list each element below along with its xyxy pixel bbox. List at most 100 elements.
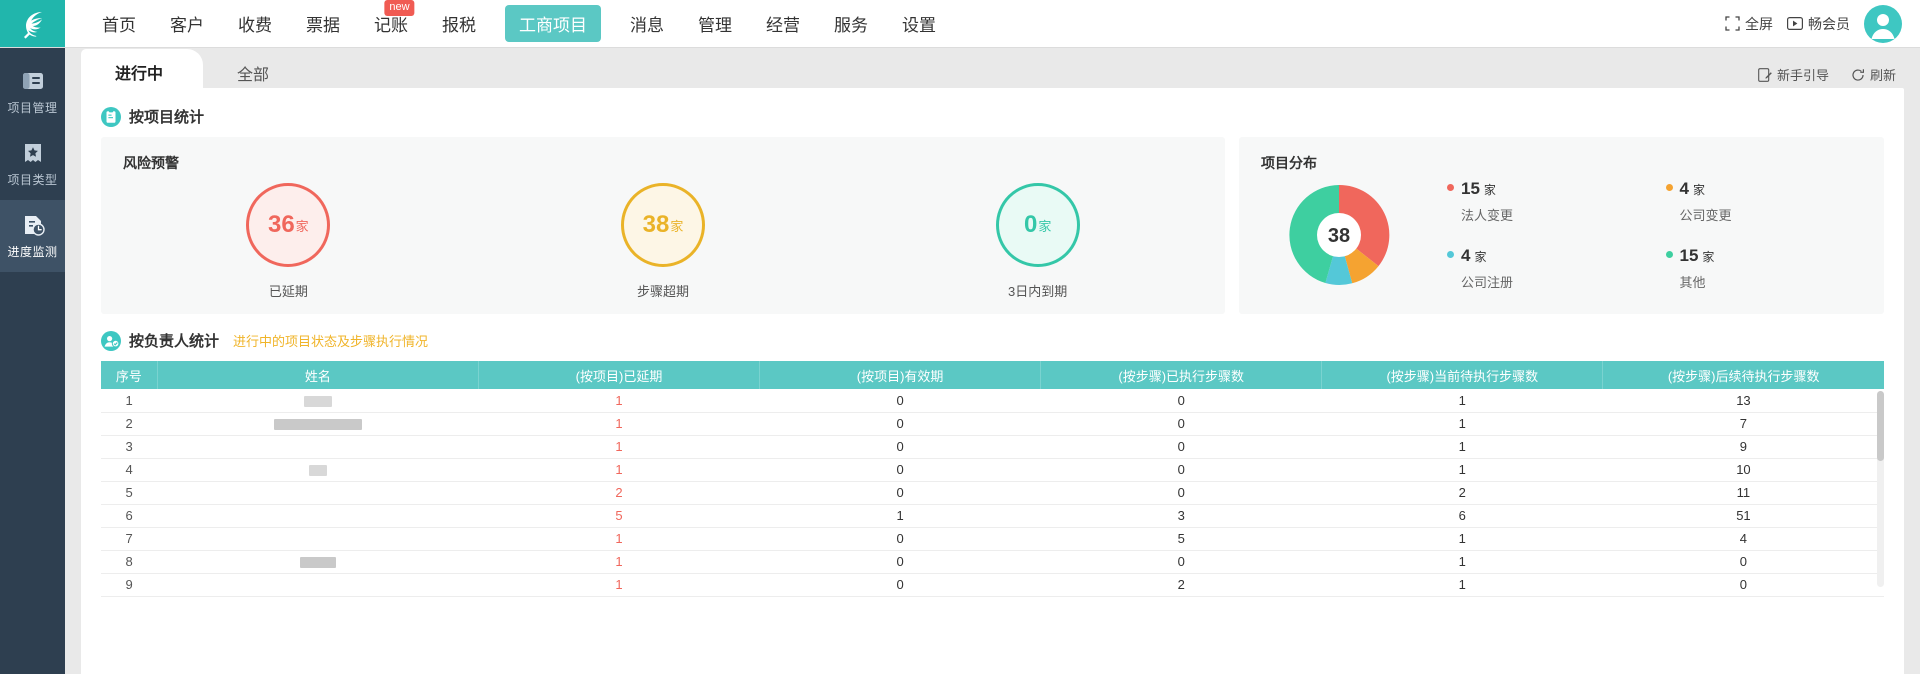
cell-executed: 5: [1040, 527, 1322, 551]
main-panel: 按项目统计 风险预警 36 家 已延期: [81, 88, 1904, 674]
risk-value: 36: [267, 211, 295, 238]
refresh-button[interactable]: 刷新: [1851, 65, 1896, 84]
col-project-delayed: (按项目)已延期: [478, 361, 761, 389]
nav-item-service[interactable]: 服务: [817, 0, 885, 47]
member-label: 畅会员: [1808, 15, 1850, 32]
cell-executed: 0: [1040, 481, 1322, 505]
nav-item-bookkeeping[interactable]: new 记账: [357, 0, 425, 47]
content-area: 进行中 全部 新手引导: [65, 48, 1920, 674]
risk-value: 38: [642, 211, 670, 238]
cell-index: 7: [101, 527, 158, 551]
tab-in-progress[interactable]: 进行中: [81, 49, 204, 94]
nav-item-business-project[interactable]: 工商项目: [493, 0, 613, 47]
nav-label: 经营: [766, 16, 800, 35]
sidebar-item-project-management[interactable]: 项目管理: [0, 56, 65, 128]
cell-delayed: 1: [478, 527, 760, 551]
sidebar-item-project-type[interactable]: 项目类型: [0, 128, 65, 200]
col-name: 姓名: [157, 361, 479, 389]
cell-name: [157, 412, 479, 436]
legend-item-other[interactable]: 15 家 其他: [1665, 246, 1875, 291]
cell-name: [157, 481, 479, 505]
risk-item-delayed[interactable]: 36 家 已延期: [188, 183, 388, 300]
main-nav: 首页 客户 收费 票据 new 记账 报税 工商项目 消息 管理 经营 服务 设…: [65, 0, 953, 47]
legend-item-legal-rep-change[interactable]: 15 家 法人变更: [1447, 179, 1656, 224]
nav-label: 管理: [698, 16, 732, 35]
nav-label: 服务: [834, 16, 868, 35]
risk-label: 步骤超期: [636, 284, 689, 299]
table-row[interactable]: 8 1 0 0 1 0: [101, 550, 1884, 574]
project-distribution-card: 项目分布: [1239, 137, 1884, 314]
cell-valid: 0: [759, 389, 1041, 413]
donut-center-value: 38: [1328, 225, 1350, 247]
nav-item-invoices[interactable]: 票据: [289, 0, 357, 47]
cell-executed: 0: [1040, 458, 1322, 482]
clock-doc-icon: [24, 216, 45, 236]
table-scrollbar[interactable]: [1877, 391, 1884, 587]
cell-later-pending: 10: [1602, 458, 1884, 482]
cell-delayed: 1: [478, 435, 760, 459]
risk-item-step-overdue[interactable]: 38 家 步骤超期: [563, 183, 763, 300]
member-button[interactable]: 畅会员: [1787, 14, 1850, 34]
redacted-name: [303, 395, 332, 407]
legend-dot-icon: [1447, 251, 1454, 258]
cell-current-pending: 1: [1321, 550, 1603, 574]
cell-name: [157, 504, 479, 528]
nav-item-settings[interactable]: 设置: [885, 0, 953, 47]
table-row[interactable]: 4 1 0 0 1 10: [101, 458, 1884, 482]
risk-ring: 0 家: [995, 183, 1080, 267]
fullscreen-icon: [1725, 16, 1740, 31]
table-row[interactable]: 5 2 0 0 2 11: [101, 481, 1884, 505]
fullscreen-label: 全屏: [1745, 15, 1773, 32]
app-logo[interactable]: [0, 0, 65, 47]
cell-valid: 0: [759, 527, 1041, 551]
cell-later-pending: 9: [1602, 435, 1884, 459]
fullscreen-button[interactable]: 全屏: [1725, 14, 1773, 34]
sidebar-item-progress-monitor[interactable]: 进度监测: [0, 200, 65, 272]
sidebar-item-label: 进度监测: [7, 245, 58, 259]
risk-label: 已延期: [268, 284, 308, 299]
redacted-name: [308, 465, 327, 477]
cell-delayed: 5: [478, 504, 760, 528]
cell-later-pending: 4: [1602, 527, 1884, 551]
nav-item-home[interactable]: 首页: [85, 0, 153, 47]
nav-item-customer[interactable]: 客户: [153, 0, 221, 47]
scrollbar-thumb[interactable]: [1877, 391, 1884, 461]
table-row[interactable]: 6 5 1 3 6 51: [101, 504, 1884, 528]
donut-chart[interactable]: 38: [1249, 179, 1429, 291]
nav-item-tax[interactable]: 报税: [425, 0, 493, 47]
avatar[interactable]: [1864, 4, 1902, 43]
sidebar-item-label: 项目类型: [7, 173, 58, 187]
table-row[interactable]: 7 1 0 5 1 4: [101, 527, 1884, 551]
tab-label: 进行中: [115, 66, 164, 83]
table-row[interactable]: 9 1 0 2 1 0: [101, 573, 1884, 597]
top-navigation-bar: 首页 客户 收费 票据 new 记账 报税 工商项目 消息 管理 经营 服务 设…: [0, 0, 1920, 48]
table-row[interactable]: 3 1 0 0 1 9: [101, 435, 1884, 459]
cell-name: [157, 435, 479, 459]
user-avatar-icon: [1864, 4, 1902, 43]
beginner-guide-button[interactable]: 新手引导: [1758, 65, 1829, 84]
col-steps-executed: (按步骤)已执行步骤数: [1040, 361, 1323, 389]
legend-item-company-registration[interactable]: 4 家 公司注册: [1447, 246, 1656, 291]
owner-stats-title: 按负责人统计: [129, 333, 220, 350]
project-stats-header: 按项目统计: [81, 102, 1904, 137]
cell-valid: 0: [759, 412, 1041, 436]
cell-index: 6: [101, 504, 158, 528]
nav-label: 收费: [238, 16, 272, 35]
tab-all[interactable]: 全部: [203, 51, 303, 94]
nav-item-operations[interactable]: 经营: [749, 0, 817, 47]
nav-item-fees[interactable]: 收费: [221, 0, 289, 47]
nav-item-message[interactable]: 消息: [613, 0, 681, 47]
legend-dot-icon: [1665, 184, 1673, 191]
legend-name: 公司注册: [1461, 275, 1514, 290]
table-row[interactable]: 1 1 0 0 1 13: [101, 389, 1884, 413]
nav-item-manage[interactable]: 管理: [681, 0, 749, 47]
refresh-label: 刷新: [1869, 68, 1896, 83]
legend-unit: 家: [1702, 250, 1715, 264]
nav-label: 消息: [630, 16, 664, 35]
project-distribution-title: 项目分布: [1261, 155, 1317, 171]
legend-item-company-change[interactable]: 4 家 公司变更: [1665, 179, 1875, 224]
table-row[interactable]: 2 1 0 0 1 7: [101, 412, 1884, 436]
risk-item-due-3-days[interactable]: 0 家 3日内到期: [938, 183, 1138, 300]
legend-name: 其他: [1679, 275, 1706, 290]
